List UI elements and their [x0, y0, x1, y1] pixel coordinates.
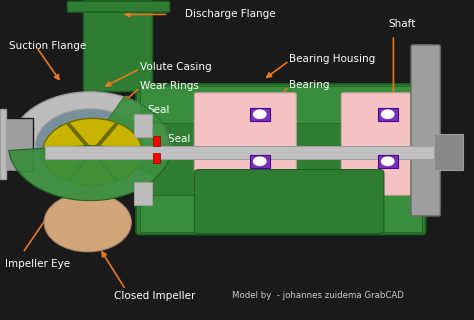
- Text: Closed Impeller: Closed Impeller: [114, 291, 195, 301]
- Circle shape: [382, 157, 394, 165]
- Bar: [45, 146, 441, 159]
- Text: Model by  - johannes zuidema GrabCAD: Model by - johannes zuidema GrabCAD: [232, 292, 404, 300]
- FancyBboxPatch shape: [136, 84, 426, 235]
- Bar: [250, 155, 270, 168]
- Circle shape: [254, 157, 266, 165]
- Text: Impeller Eye: Impeller Eye: [5, 259, 70, 269]
- Circle shape: [43, 118, 142, 186]
- Bar: [140, 86, 422, 123]
- Bar: [83, 0, 152, 91]
- Text: Shaft: Shaft: [389, 19, 416, 29]
- Bar: [434, 134, 463, 170]
- FancyBboxPatch shape: [341, 93, 422, 195]
- Bar: [2, 118, 33, 171]
- Bar: [134, 182, 152, 205]
- Text: Bearing: Bearing: [289, 80, 329, 90]
- Text: Seal Cover: Seal Cover: [168, 134, 225, 144]
- Bar: [378, 108, 398, 121]
- Text: Bearing Housing: Bearing Housing: [289, 54, 375, 64]
- Bar: [378, 155, 398, 168]
- Bar: [140, 195, 422, 232]
- FancyBboxPatch shape: [411, 45, 440, 216]
- Circle shape: [254, 110, 266, 118]
- Text: Seal: Seal: [147, 105, 169, 116]
- Text: Discharge Flange: Discharge Flange: [185, 9, 275, 20]
- FancyBboxPatch shape: [194, 93, 296, 195]
- FancyBboxPatch shape: [67, 1, 170, 12]
- Wedge shape: [9, 146, 171, 201]
- Wedge shape: [90, 97, 170, 176]
- Text: Suction Flange: Suction Flange: [9, 41, 87, 52]
- Text: Volute Casing: Volute Casing: [140, 62, 211, 72]
- Bar: [134, 114, 152, 137]
- Bar: [153, 153, 160, 163]
- Bar: [0, 109, 6, 179]
- Circle shape: [382, 110, 394, 118]
- Bar: [153, 136, 160, 146]
- FancyBboxPatch shape: [194, 170, 384, 234]
- Circle shape: [10, 92, 170, 199]
- Bar: [250, 108, 270, 121]
- Circle shape: [44, 193, 131, 252]
- Text: Wear Rings: Wear Rings: [140, 81, 199, 92]
- Circle shape: [36, 109, 145, 182]
